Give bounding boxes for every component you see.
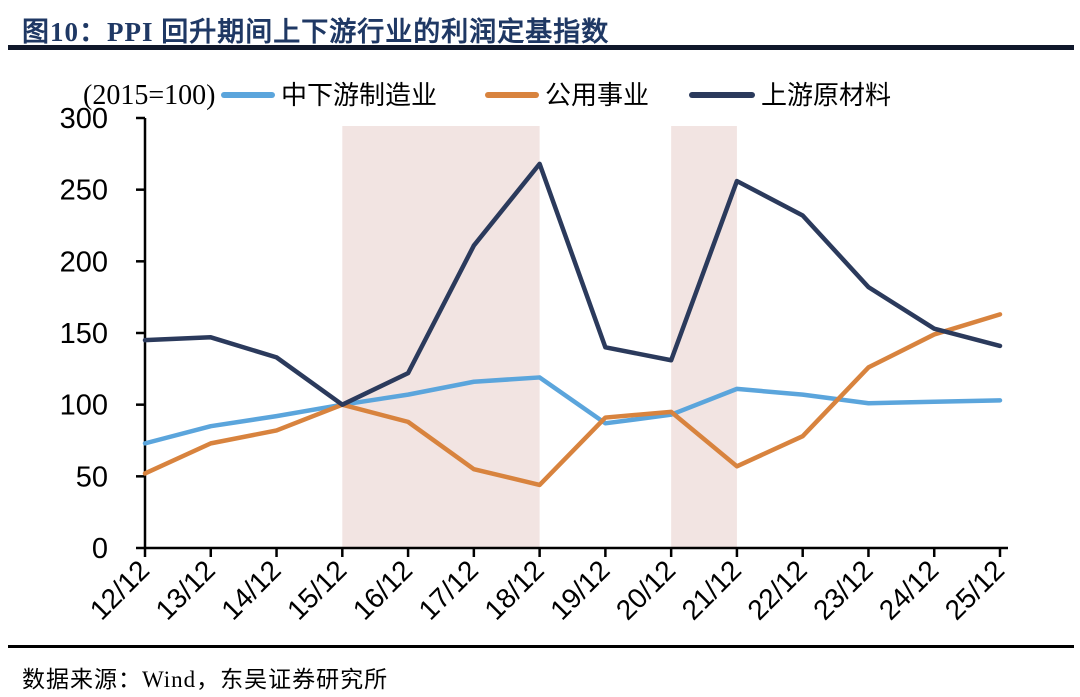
top-divider-rule [8,45,1074,50]
x-tick-label: 24/12 [873,554,944,625]
x-tick-label: 23/12 [807,554,878,625]
y-tick-label: 200 [60,246,108,278]
line-upstream-raw-materials [142,161,1003,407]
legend-label-midstream: 中下游制造业 [281,81,437,110]
y-tick-label: 300 [60,103,108,135]
y-tick-label: 50 [76,461,108,493]
data-series-lines [142,161,1003,488]
x-tick-label: 16/12 [347,554,418,625]
line-chart: (2015=100) 中下游制造业 公用事业 上游原材料 0 50 100 150 20… [0,60,1080,645]
x-tick-label: 19/12 [544,554,615,625]
data-source-note: 数据来源：Wind，东吴证券研究所 [22,667,389,692]
x-tick-label: 20/12 [610,554,681,625]
line-midstream-manufacturing [142,375,1003,446]
y-tick-label: 250 [60,175,108,207]
highlight-band [342,126,540,548]
bottom-divider-rule [8,645,1074,648]
x-tick-label: 12/12 [84,554,155,625]
x-tick-label: 18/12 [478,554,549,625]
highlight-band [671,126,737,548]
axis-unit-label: (2015=100) [83,80,215,111]
y-tick-label: 150 [60,318,108,350]
axis-lines [143,118,1008,550]
x-tick-label: 17/12 [413,554,484,625]
figure-title: 图10：PPI 回升期间上下游行业的利润定基指数 [22,17,610,47]
legend-label-upstream: 上游原材料 [761,81,891,110]
x-tick-label: 13/12 [150,554,221,625]
y-axis-ticks: 0 50 100 150 200 250 300 [60,103,145,565]
x-tick-label: 21/12 [676,554,747,625]
y-tick-label: 0 [92,533,108,565]
line-utilities [142,312,1003,488]
profit-index-chart-canvas: (2015=100) 中下游制造业 公用事业 上游原材料 0 50 100 150 20… [60,80,1011,626]
y-tick-label: 100 [60,390,108,422]
ppi-recovery-highlight-bands [342,126,737,548]
x-axis-ticks: 12/1213/1214/1215/1216/1217/1218/1219/12… [84,548,1010,626]
x-tick-label: 14/12 [215,554,286,625]
legend-label-utilities: 公用事业 [545,81,649,110]
chart-legend: (2015=100) 中下游制造业 公用事业 上游原材料 [83,80,891,111]
x-tick-label: 15/12 [281,554,352,625]
x-tick-label: 22/12 [741,554,812,625]
x-tick-label: 25/12 [939,554,1010,625]
